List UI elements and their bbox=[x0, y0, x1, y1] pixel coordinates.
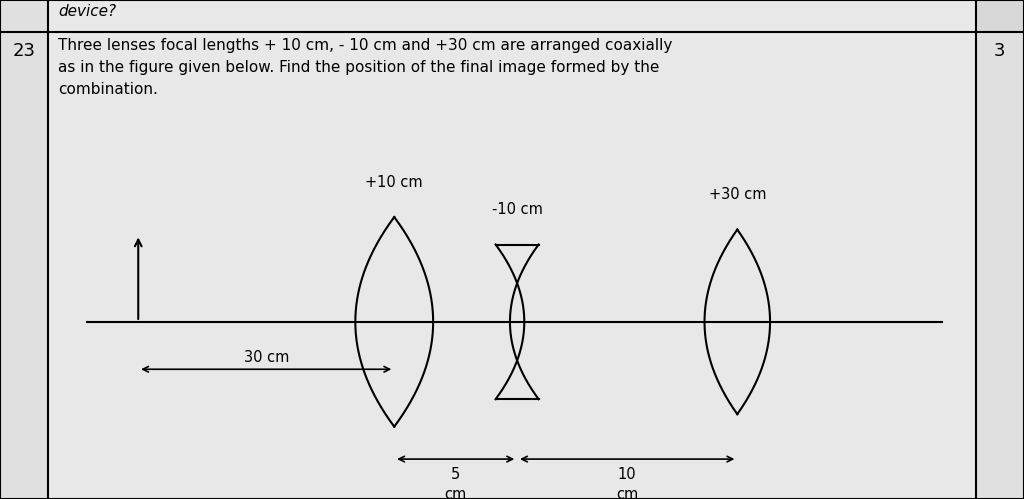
Text: 3: 3 bbox=[994, 42, 1006, 60]
Text: 23: 23 bbox=[12, 42, 36, 60]
Text: -10 cm: -10 cm bbox=[492, 202, 543, 217]
Text: cm: cm bbox=[444, 487, 467, 499]
Text: 30 cm: 30 cm bbox=[244, 350, 289, 365]
Text: 5: 5 bbox=[451, 467, 461, 482]
Bar bbox=[976, 32, 1024, 499]
Bar bbox=[0, 0, 48, 32]
Text: Three lenses focal lengths + 10 cm, - 10 cm and +30 cm are arranged coaxially
as: Three lenses focal lengths + 10 cm, - 10… bbox=[58, 38, 673, 97]
Text: +10 cm: +10 cm bbox=[366, 175, 423, 190]
Bar bbox=[0, 32, 48, 499]
Text: +30 cm: +30 cm bbox=[709, 187, 766, 202]
Text: 10: 10 bbox=[617, 467, 637, 482]
Text: device?: device? bbox=[58, 4, 117, 19]
Bar bbox=[48, 0, 976, 32]
Text: cm: cm bbox=[616, 487, 638, 499]
